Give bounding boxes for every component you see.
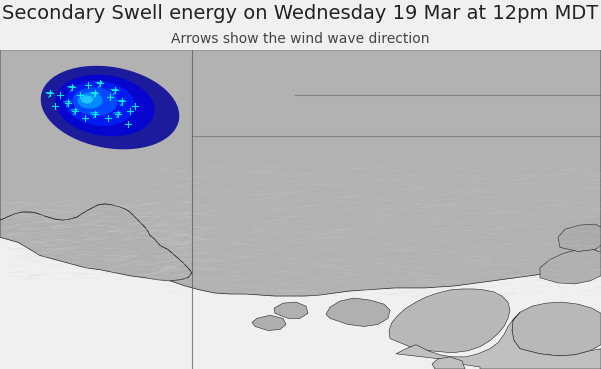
Polygon shape [0, 204, 192, 281]
Ellipse shape [81, 96, 93, 104]
Text: Arrows show the wind wave direction: Arrows show the wind wave direction [171, 32, 430, 46]
Polygon shape [274, 302, 308, 318]
Polygon shape [432, 357, 465, 369]
Ellipse shape [78, 92, 103, 108]
Ellipse shape [73, 87, 117, 116]
Polygon shape [0, 50, 601, 296]
Polygon shape [396, 312, 601, 369]
Ellipse shape [55, 75, 154, 137]
Text: Secondary Swell energy on Wednesday 19 Mar at 12pm MDT: Secondary Swell energy on Wednesday 19 M… [2, 4, 599, 24]
Polygon shape [512, 302, 601, 356]
Polygon shape [326, 298, 390, 327]
Polygon shape [540, 249, 601, 284]
Ellipse shape [41, 66, 179, 149]
Polygon shape [252, 315, 286, 331]
Polygon shape [389, 289, 510, 353]
Polygon shape [558, 224, 601, 251]
Ellipse shape [65, 81, 135, 126]
